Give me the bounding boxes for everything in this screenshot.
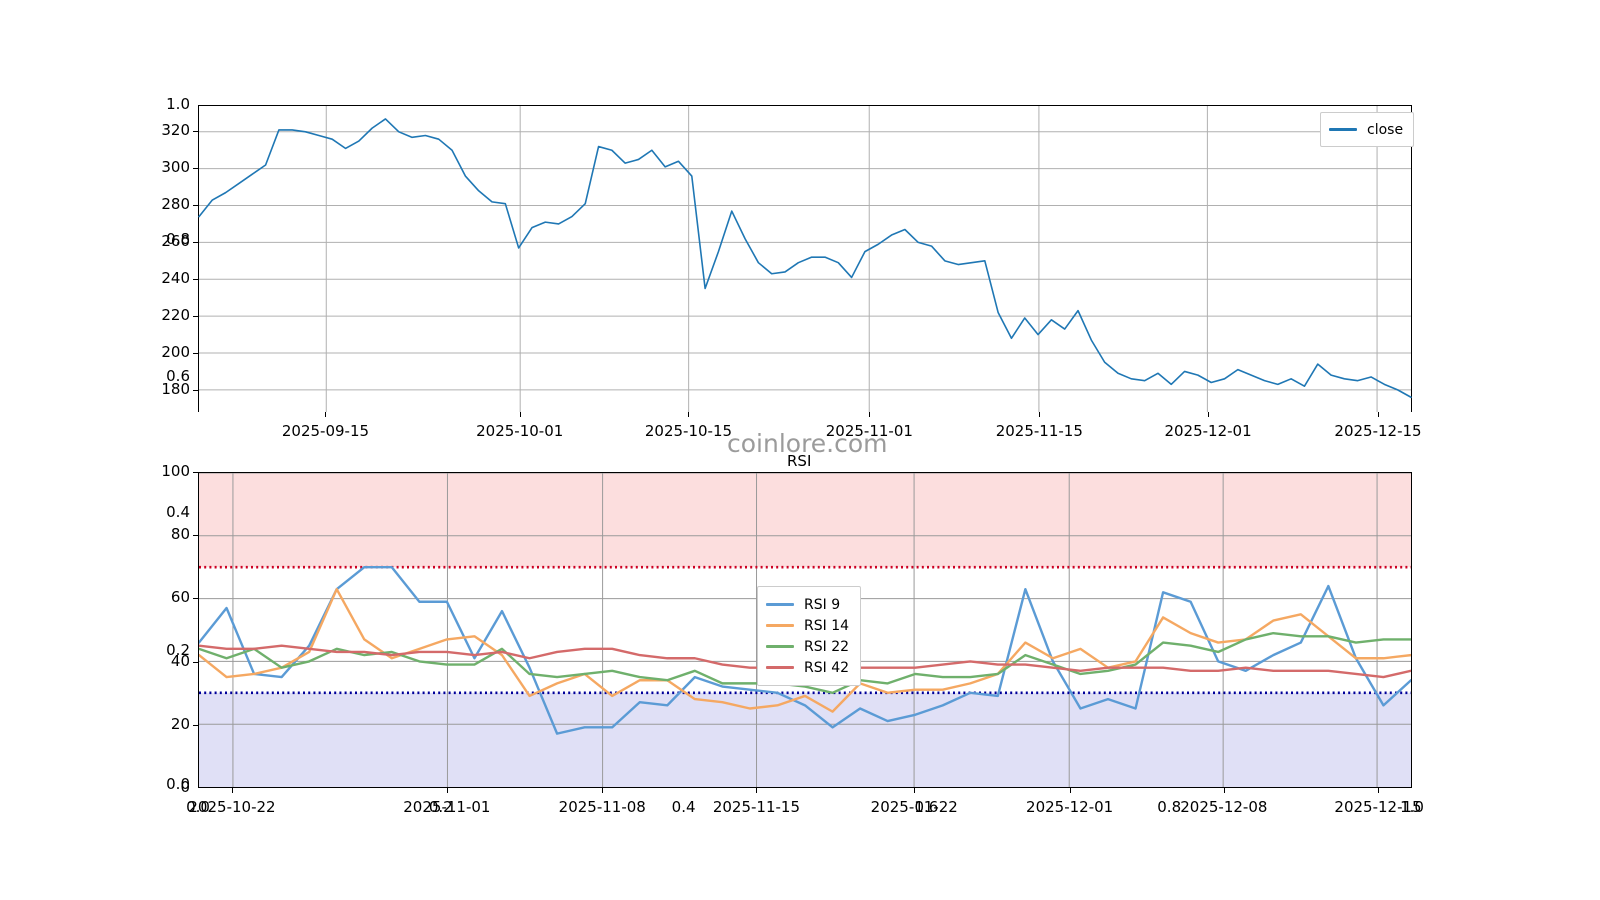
axis-tick (325, 412, 327, 417)
axis-tick (1208, 412, 1210, 417)
price-line-plot (199, 106, 1411, 412)
axis-tick (193, 204, 198, 206)
watermark-text: coinlore.com (727, 429, 888, 458)
axis-tick (756, 788, 758, 793)
price-x-tick-label: 2025-11-01 (825, 422, 913, 440)
price-x-tick-label: 2025-11-15 (995, 422, 1083, 440)
axis-tick (193, 167, 198, 169)
line-swatch-icon (766, 666, 794, 669)
rsi-x-tick-label: 2025-11-01 (403, 798, 491, 816)
price-y-tick-label: 260 (161, 231, 190, 250)
price-y-tick-label: 320 (161, 120, 190, 139)
price-chart-panel (198, 105, 1412, 412)
rsi-x-secondary-tick-label: 1.0 (1400, 798, 1424, 816)
legend-label-close: close (1367, 121, 1404, 138)
axis-tick (193, 598, 198, 600)
price-y-secondary-tick-label: 0.8 (166, 230, 190, 249)
rsi-legend: RSI 9 RSI 14 RSI 22 RSI 42 (757, 586, 862, 686)
price-y-tick-label: 240 (161, 268, 190, 287)
axis-tick (193, 472, 198, 473)
legend-label-rsi-22: RSI 22 (804, 638, 850, 655)
rsi-x-tick-label: 2025-11-08 (558, 798, 646, 816)
rsi-x-tick-label: 2025-11-15 (712, 798, 801, 816)
rsi-y-secondary-tick-label: 0.2 (166, 640, 190, 659)
axis-tick (231, 788, 233, 793)
price-x-tick-label: 2025-12-15 (1334, 422, 1422, 440)
rsi-x-tick-label: 2025-12-08 (1180, 798, 1268, 816)
legend-item-rsi-22: RSI 22 (766, 636, 849, 657)
rsi-x-secondary-tick-label: 0.0 (186, 798, 210, 816)
rsi-x-tick-label: 2025-10-22 (188, 798, 276, 816)
rsi-y-tick-label: 40 (170, 651, 190, 670)
axis-tick (193, 389, 198, 391)
rsi-x-secondary-tick-label: 0.4 (671, 798, 696, 816)
axis-tick (1378, 412, 1379, 417)
price-x-tick-label: 2025-12-01 (1164, 422, 1252, 440)
price-x-tick-label: 2025-09-15 (281, 422, 370, 440)
legend-label-rsi-14: RSI 14 (804, 617, 850, 634)
axis-tick (193, 661, 198, 663)
axis-tick (193, 724, 198, 726)
price-x-tick-label: 2025-10-15 (644, 422, 733, 440)
axis-tick (193, 278, 198, 280)
legend-label-rsi-9: RSI 9 (804, 596, 841, 613)
axis-tick (1039, 412, 1041, 417)
axis-tick (446, 788, 448, 793)
axis-tick (869, 412, 871, 417)
axis-tick (193, 315, 198, 317)
legend-item-close: close (1329, 119, 1403, 140)
rsi-y-secondary-tick-label: 0.0 (166, 774, 190, 793)
axis-tick (193, 130, 198, 132)
rsi-y-tick-label: 60 (170, 588, 190, 607)
axis-tick (193, 241, 198, 243)
rsi-x-tick-label: 2025-11-22 (870, 798, 958, 816)
price-y-secondary-tick-label: 1.0 (166, 95, 190, 113)
line-swatch-icon (1329, 128, 1357, 131)
rsi-y-tick-label: 80 (170, 525, 190, 544)
rsi-x-secondary-tick-label: 0.2 (428, 798, 453, 816)
price-y-tick-label: 220 (161, 305, 190, 324)
line-swatch-icon (766, 645, 794, 648)
axis-tick (193, 352, 198, 354)
legend-item-rsi-42: RSI 42 (766, 657, 849, 678)
line-swatch-icon (766, 624, 794, 627)
price-y-secondary-tick-label: 0.6 (166, 366, 190, 385)
rsi-panel-title: RSI (787, 452, 812, 470)
rsi-x-tick-label: 2025-12-15 (1334, 798, 1422, 816)
axis-tick (193, 535, 198, 537)
axis-tick (519, 412, 521, 417)
rsi-line-plot (199, 473, 1411, 787)
legend-item-rsi-9: RSI 9 (766, 594, 849, 615)
rsi-x-secondary-tick-label: 0.6 (914, 798, 939, 816)
rsi-y-tick-label: 20 (170, 714, 190, 733)
price-x-tick-label: 2025-10-01 (476, 422, 564, 440)
line-swatch-icon (766, 603, 794, 606)
close-legend: close (1320, 112, 1415, 147)
axis-tick (602, 788, 604, 793)
axis-tick (1378, 788, 1379, 793)
rsi-y-tick-label: 100 (161, 462, 190, 480)
price-y-tick-label: 300 (161, 157, 190, 176)
rsi-y-tick-label: 0 (180, 778, 190, 796)
price-y-tick-label: 200 (161, 342, 190, 361)
price-y-tick-label: 280 (161, 194, 190, 213)
axis-tick (1223, 788, 1225, 793)
axis-tick (1069, 788, 1071, 793)
axis-tick (914, 788, 916, 793)
axis-tick (688, 412, 690, 417)
rsi-x-tick-label: 2025-12-01 (1026, 798, 1114, 816)
legend-label-rsi-42: RSI 42 (804, 659, 850, 676)
rsi-x-secondary-tick-label: 0.8 (1157, 798, 1182, 816)
legend-item-rsi-14: RSI 14 (766, 615, 849, 636)
price-y-tick-label: 180 (161, 379, 190, 398)
rsi-y-secondary-tick-label: 0.4 (166, 503, 190, 522)
